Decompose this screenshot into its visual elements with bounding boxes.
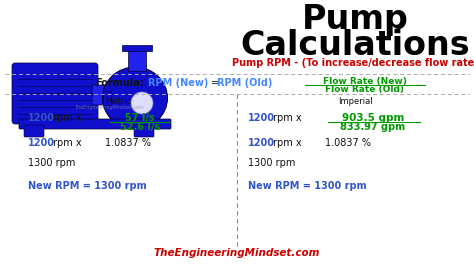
FancyBboxPatch shape <box>19 119 171 129</box>
Text: RPM (Old): RPM (Old) <box>217 78 273 88</box>
Text: New RPM = 1300 rpm: New RPM = 1300 rpm <box>248 181 366 191</box>
Text: 833.97 gpm: 833.97 gpm <box>340 122 406 132</box>
Text: =: = <box>211 78 219 88</box>
Text: Pump: Pump <box>301 3 409 36</box>
Text: Formula:: Formula: <box>95 78 144 88</box>
Text: 1.0837 %: 1.0837 % <box>325 138 371 148</box>
Text: Flow Rate (New): Flow Rate (New) <box>323 77 407 86</box>
Ellipse shape <box>131 92 153 114</box>
Text: 903.5 gpm: 903.5 gpm <box>342 113 404 123</box>
FancyBboxPatch shape <box>24 125 44 137</box>
Text: 1200: 1200 <box>248 113 275 123</box>
Text: Flow Rate (Old): Flow Rate (Old) <box>326 85 404 94</box>
Text: rpm x: rpm x <box>273 138 301 148</box>
Text: RPM (New): RPM (New) <box>148 78 208 88</box>
Text: New RPM = 1300 rpm: New RPM = 1300 rpm <box>28 181 146 191</box>
FancyBboxPatch shape <box>103 91 111 105</box>
Text: TheEngineeringMindset.com: TheEngineeringMindset.com <box>154 248 320 258</box>
Text: rpm x: rpm x <box>53 113 82 123</box>
FancyBboxPatch shape <box>128 49 146 71</box>
Text: 52.6 l/s: 52.6 l/s <box>120 122 160 132</box>
FancyBboxPatch shape <box>92 85 106 105</box>
Text: 1300 rpm: 1300 rpm <box>28 158 75 168</box>
Text: 1.0837 %: 1.0837 % <box>105 138 151 148</box>
Text: Calculations: Calculations <box>240 29 470 62</box>
Text: 1200: 1200 <box>28 138 55 148</box>
Text: Pump RPM - (To increase/decrease flow rate): Pump RPM - (To increase/decrease flow ra… <box>232 58 474 68</box>
Text: 1200: 1200 <box>28 113 55 123</box>
Text: 57 l/s: 57 l/s <box>125 113 155 123</box>
FancyBboxPatch shape <box>122 45 152 51</box>
FancyBboxPatch shape <box>12 63 98 124</box>
Text: rpm x: rpm x <box>53 138 82 148</box>
Text: rpm x: rpm x <box>273 113 301 123</box>
Text: 1300 rpm: 1300 rpm <box>248 158 295 168</box>
Ellipse shape <box>102 67 167 129</box>
Text: Metric: Metric <box>105 97 131 106</box>
Text: TheEngineeringMindset.com: TheEngineeringMindset.com <box>75 106 145 110</box>
Text: Imperial: Imperial <box>337 97 372 106</box>
FancyBboxPatch shape <box>134 125 154 137</box>
Text: 1200: 1200 <box>248 138 275 148</box>
